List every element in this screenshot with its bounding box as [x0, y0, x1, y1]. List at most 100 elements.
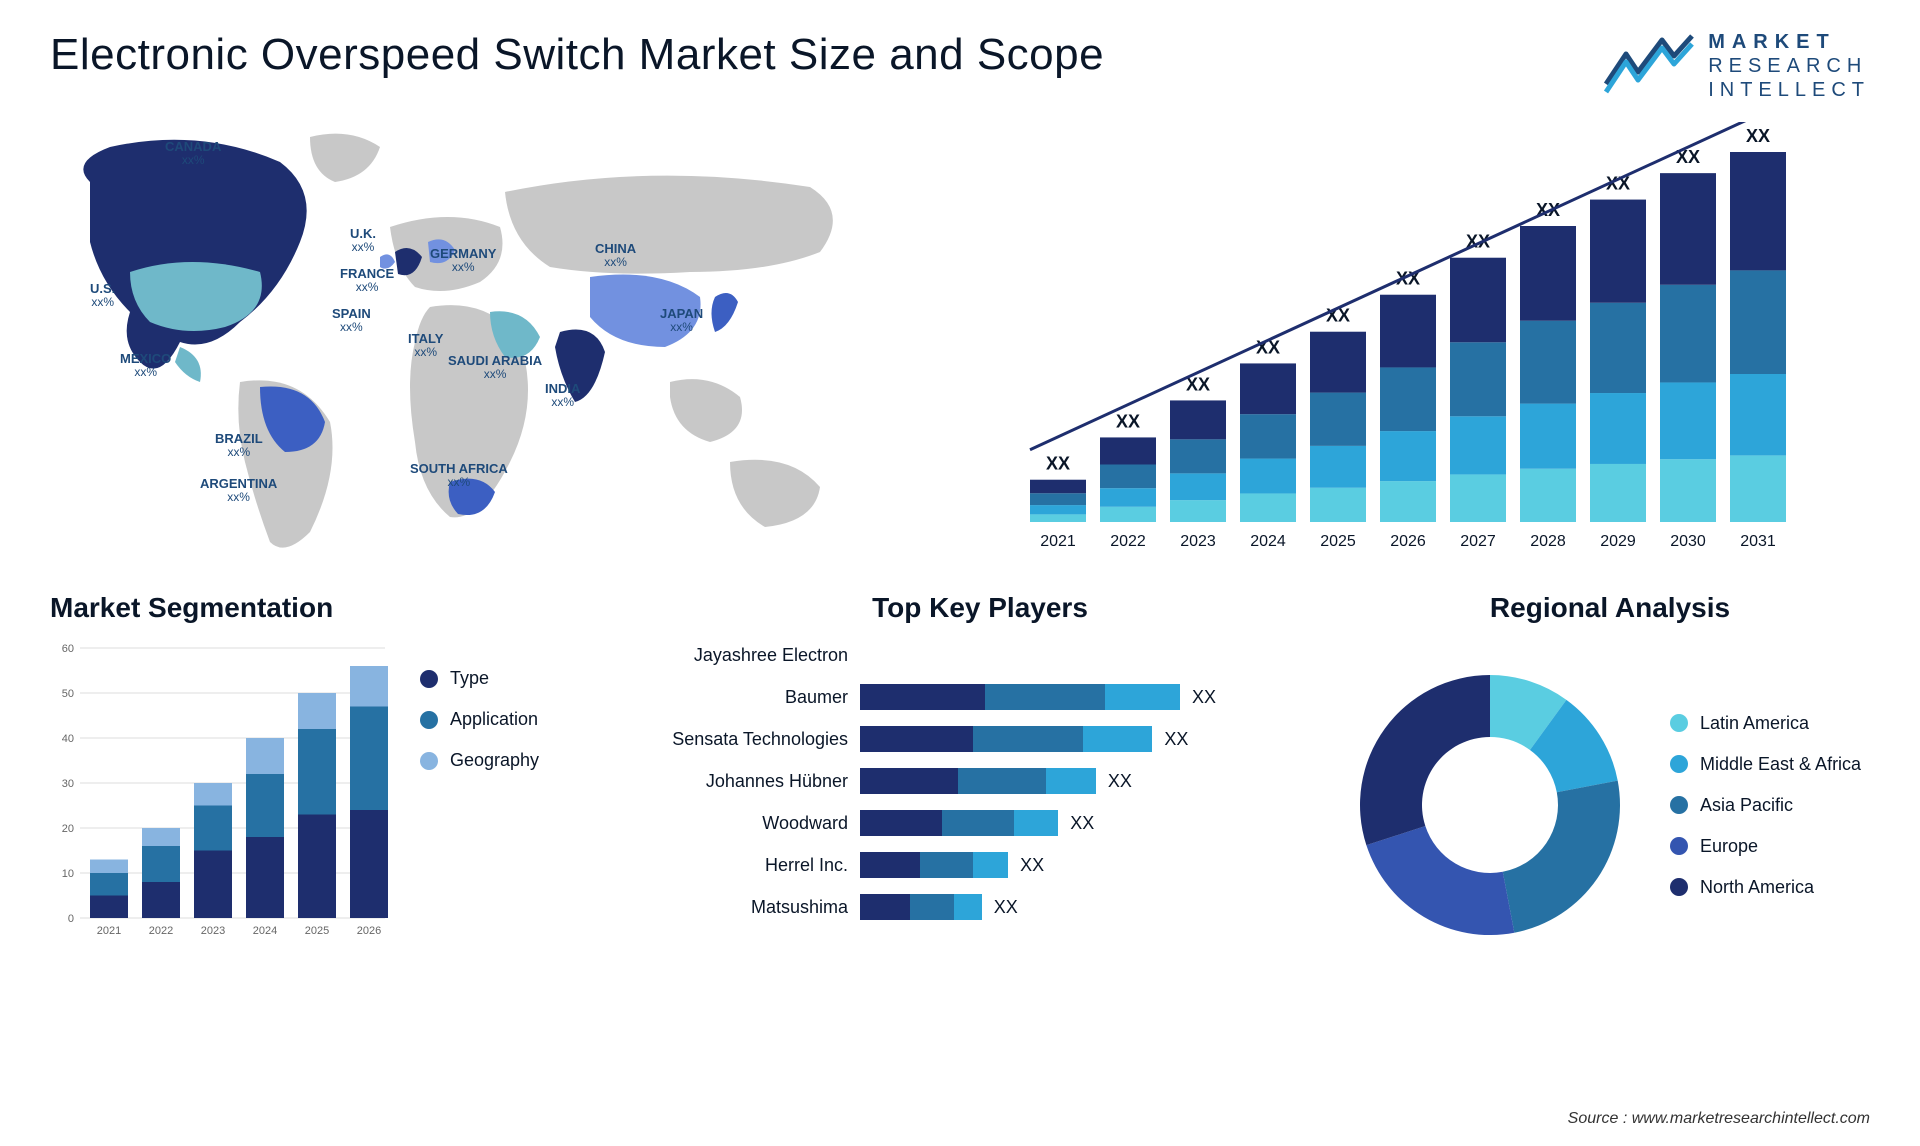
- segmentation-panel: Market Segmentation 01020304050602021202…: [50, 592, 610, 972]
- player-value: XX: [1180, 687, 1216, 708]
- map-label: ITALYxx%: [408, 332, 443, 359]
- player-bar-segment: [910, 894, 954, 920]
- player-bar-segment: [1105, 684, 1180, 710]
- legend-item: Middle East & Africa: [1670, 754, 1861, 775]
- market-size-chart: XX2021XX2022XX2023XX2024XX2025XX2026XX20…: [1010, 122, 1870, 562]
- map-label: INDIAxx%: [545, 382, 580, 409]
- legend-dot-icon: [420, 752, 438, 770]
- svg-text:10: 10: [62, 868, 74, 880]
- page-title: Electronic Overspeed Switch Market Size …: [50, 30, 1104, 80]
- player-bar-segment: [1046, 768, 1096, 794]
- player-bar-segment: [954, 894, 982, 920]
- player-row: Johannes Hübner XX: [660, 764, 1300, 798]
- legend-dot-icon: [1670, 796, 1688, 814]
- player-bar-segment: [958, 768, 1046, 794]
- player-name: Woodward: [660, 813, 860, 834]
- player-bar: [860, 810, 1058, 836]
- player-name: Herrel Inc.: [660, 855, 860, 876]
- svg-text:2022: 2022: [1110, 533, 1146, 550]
- svg-text:XX: XX: [1116, 411, 1140, 431]
- regional-title: Regional Analysis: [1350, 592, 1870, 624]
- segmentation-legend: Type Application Geography: [420, 638, 539, 972]
- world-map: CANADAxx%U.S.xx%MEXICOxx%BRAZILxx%ARGENT…: [50, 122, 970, 562]
- svg-text:60: 60: [62, 643, 74, 655]
- map-label: U.S.xx%: [90, 282, 115, 309]
- svg-text:2026: 2026: [357, 925, 381, 937]
- map-label: SOUTH AFRICAxx%: [410, 462, 508, 489]
- legend-item: Latin America: [1670, 713, 1861, 734]
- svg-text:XX: XX: [1746, 126, 1770, 146]
- legend-item: Type: [420, 668, 539, 689]
- player-bar-segment: [860, 852, 920, 878]
- legend-item: Geography: [420, 750, 539, 771]
- player-name: Johannes Hübner: [660, 771, 860, 792]
- map-label: BRAZILxx%: [215, 432, 263, 459]
- legend-dot-icon: [420, 670, 438, 688]
- map-label: FRANCExx%: [340, 267, 394, 294]
- player-bar-segment: [920, 852, 973, 878]
- player-bar: [860, 852, 1008, 878]
- segmentation-chart: 0102030405060202120222023202420252026: [50, 638, 390, 972]
- player-name: Jayashree Electron: [660, 645, 860, 666]
- map-label: SPAINxx%: [332, 307, 371, 334]
- svg-text:50: 50: [62, 688, 74, 700]
- player-value: XX: [1096, 771, 1132, 792]
- player-bar-segment: [860, 894, 910, 920]
- player-bar-segment: [1083, 726, 1152, 752]
- logo-text-1: MARKET: [1708, 30, 1870, 54]
- svg-text:XX: XX: [1046, 454, 1070, 474]
- svg-text:2023: 2023: [201, 925, 225, 937]
- legend-dot-icon: [1670, 878, 1688, 896]
- players-title: Top Key Players: [660, 592, 1300, 624]
- map-label: U.K.xx%: [350, 227, 376, 254]
- legend-label: Europe: [1700, 836, 1758, 857]
- svg-text:2021: 2021: [1040, 533, 1076, 550]
- player-bar: [860, 726, 1152, 752]
- regional-donut: [1350, 665, 1630, 945]
- legend-dot-icon: [420, 711, 438, 729]
- svg-text:2030: 2030: [1670, 533, 1706, 550]
- player-bar: [860, 768, 1096, 794]
- player-value: XX: [1152, 729, 1188, 750]
- svg-text:2022: 2022: [149, 925, 173, 937]
- player-row: Woodward XX: [660, 806, 1300, 840]
- legend-dot-icon: [1670, 837, 1688, 855]
- logo-mark-icon: [1604, 34, 1694, 99]
- player-value: XX: [982, 897, 1018, 918]
- legend-label: North America: [1700, 877, 1814, 898]
- svg-text:2026: 2026: [1390, 533, 1426, 550]
- legend-label: Asia Pacific: [1700, 795, 1793, 816]
- regional-legend: Latin America Middle East & Africa Asia Pa…: [1670, 713, 1861, 898]
- svg-text:40: 40: [62, 733, 74, 745]
- legend-dot-icon: [1670, 755, 1688, 773]
- brand-logo: MARKET RESEARCH INTELLECT: [1604, 30, 1870, 102]
- map-label: MEXICOxx%: [120, 352, 171, 379]
- logo-text-3: INTELLECT: [1708, 78, 1870, 102]
- legend-dot-icon: [1670, 714, 1688, 732]
- map-label: GERMANYxx%: [430, 247, 496, 274]
- map-label: CHINAxx%: [595, 242, 636, 269]
- player-bar-segment: [942, 810, 1015, 836]
- legend-label: Latin America: [1700, 713, 1809, 734]
- player-value: XX: [1058, 813, 1094, 834]
- player-name: Matsushima: [660, 897, 860, 918]
- svg-text:20: 20: [62, 823, 74, 835]
- legend-label: Geography: [450, 750, 539, 771]
- legend-item: Asia Pacific: [1670, 795, 1861, 816]
- player-bar-segment: [973, 726, 1083, 752]
- map-label: ARGENTINAxx%: [200, 477, 277, 504]
- player-value: XX: [1008, 855, 1044, 876]
- player-bar-segment: [1014, 810, 1058, 836]
- legend-item: North America: [1670, 877, 1861, 898]
- svg-text:2021: 2021: [97, 925, 121, 937]
- player-row: Sensata TechnologiesXX: [660, 722, 1300, 756]
- legend-label: Application: [450, 709, 538, 730]
- map-label: SAUDI ARABIAxx%: [448, 354, 542, 381]
- legend-item: Europe: [1670, 836, 1861, 857]
- svg-text:2031: 2031: [1740, 533, 1776, 550]
- svg-text:2025: 2025: [1320, 533, 1356, 550]
- players-panel: Top Key Players Jayashree ElectronBaumer…: [660, 592, 1300, 972]
- svg-text:30: 30: [62, 778, 74, 790]
- svg-text:2029: 2029: [1600, 533, 1636, 550]
- player-bar-segment: [973, 852, 1008, 878]
